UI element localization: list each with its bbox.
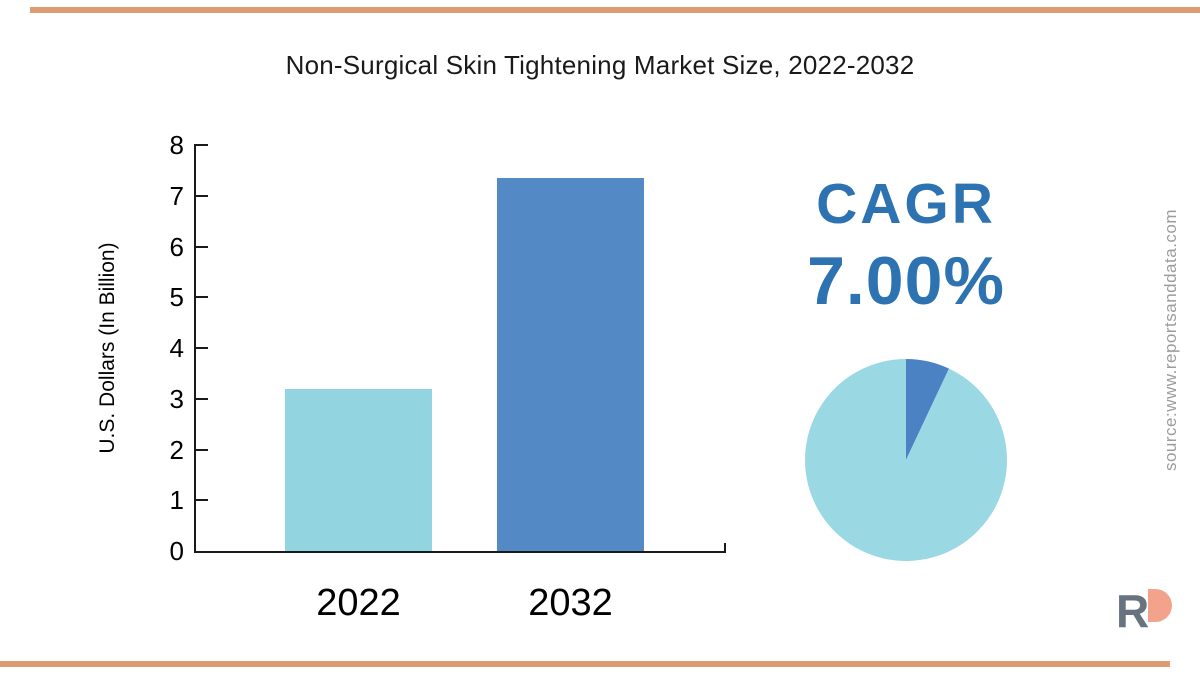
logo-d-mark bbox=[1148, 589, 1173, 622]
y-tick-label-4: 4 bbox=[169, 333, 184, 363]
x-label-2032: 2032 bbox=[528, 582, 613, 624]
cagr-label: CAGR bbox=[816, 172, 996, 236]
x-axis-line bbox=[194, 551, 726, 553]
top-accent-bar bbox=[30, 7, 1200, 13]
y-tick-8 bbox=[196, 144, 208, 146]
y-tick-2 bbox=[196, 448, 208, 451]
y-tick-label-7: 7 bbox=[169, 180, 184, 211]
brand-logo: R bbox=[1116, 585, 1173, 637]
y-axis-title: U.S. Dollars (In Billion) bbox=[96, 242, 119, 454]
y-tick-label-5: 5 bbox=[169, 282, 184, 313]
y-tick-label-6: 6 bbox=[169, 231, 184, 262]
y-tick-5 bbox=[196, 296, 208, 299]
y-tick-label-2: 2 bbox=[169, 434, 184, 465]
pie-slice-CAGR-share bbox=[906, 359, 949, 460]
y-tick-6 bbox=[196, 245, 208, 248]
cagr-callout: CAGR 7.00% bbox=[756, 172, 1056, 319]
y-tick-1 bbox=[196, 499, 208, 502]
bar-2022 bbox=[285, 388, 432, 551]
y-tick-3 bbox=[196, 397, 208, 400]
y-axis-line bbox=[194, 144, 196, 553]
chart-title: Non-Surgical Skin Tightening Market Size… bbox=[285, 50, 915, 80]
y-tick-label-3: 3 bbox=[169, 383, 184, 414]
y-tick-label-8: 8 bbox=[169, 130, 184, 160]
source-note: source:www.reportsanddata.com bbox=[1161, 208, 1180, 472]
y-tick-4 bbox=[196, 347, 208, 349]
pie-slice-remainder bbox=[805, 359, 1008, 561]
logo-letter-r: R bbox=[1116, 585, 1150, 637]
x-axis-end-tick bbox=[724, 543, 726, 551]
y-tick-label-0: 0 bbox=[169, 536, 184, 566]
bottom-accent-bar bbox=[0, 661, 1170, 667]
x-label-2022: 2022 bbox=[316, 582, 401, 624]
y-tick-7 bbox=[196, 194, 208, 197]
bar-2032 bbox=[497, 177, 644, 551]
pie-chart bbox=[805, 359, 1008, 561]
y-tick-label-1: 1 bbox=[169, 485, 184, 516]
cagr-value: 7.00% bbox=[807, 243, 1005, 319]
